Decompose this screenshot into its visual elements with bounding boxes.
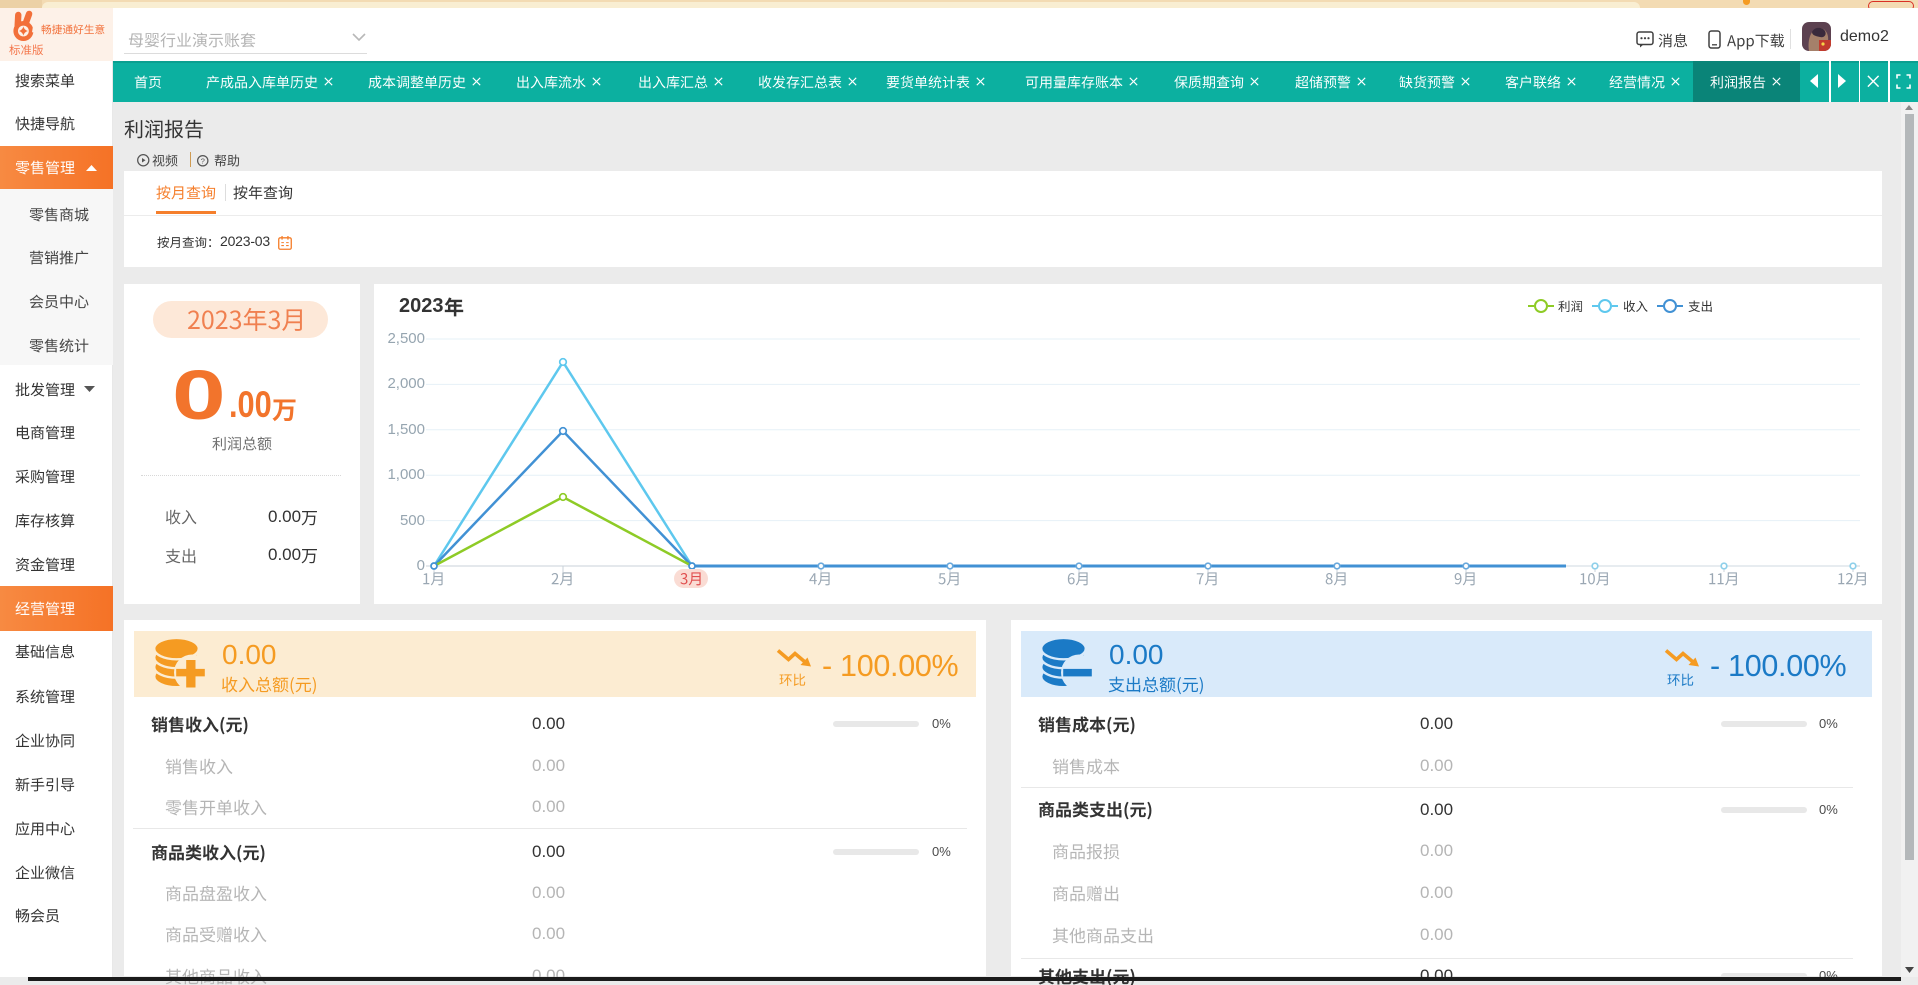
svg-text:?: ? — [201, 156, 205, 165]
